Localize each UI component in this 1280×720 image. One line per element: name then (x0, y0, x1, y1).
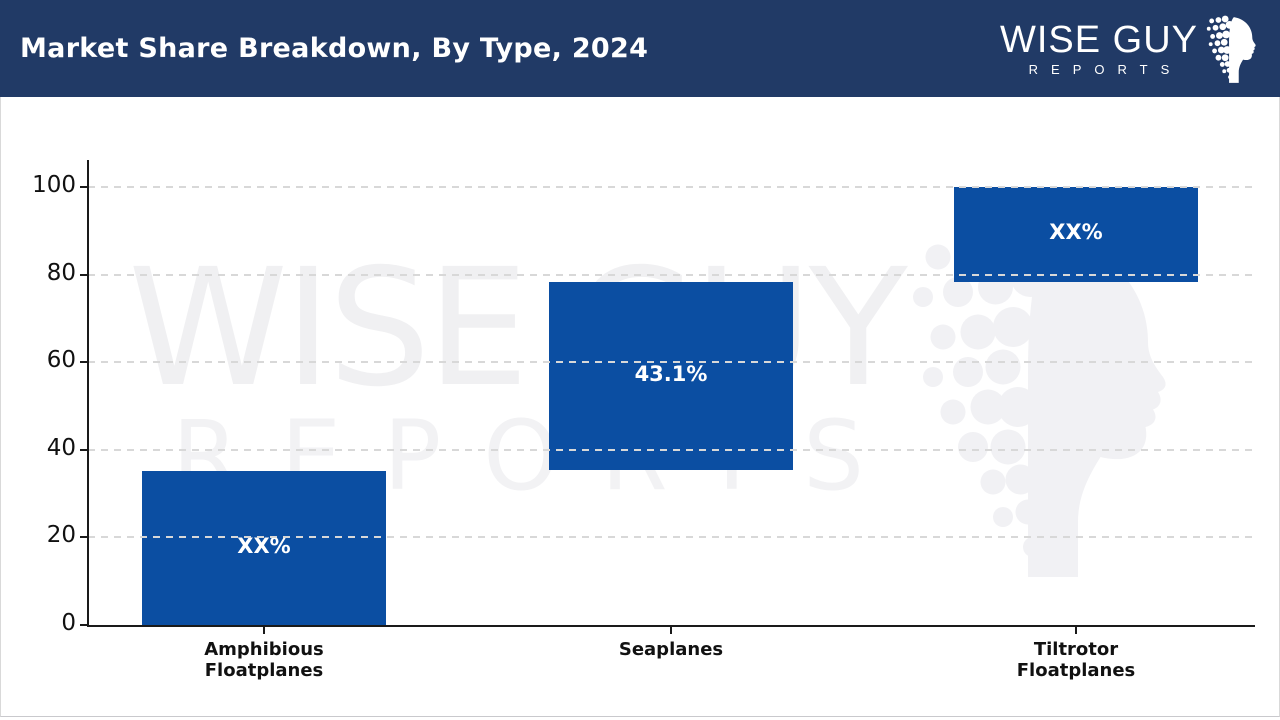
x-tick-mark (1075, 627, 1077, 634)
y-tick-label: 0 (61, 610, 76, 636)
y-axis-line (87, 160, 89, 627)
logo-text: WISE GUY REPORTS (1000, 21, 1198, 76)
gridline (88, 448, 1255, 451)
y-tick-label: 20 (46, 522, 76, 549)
y-tick-mark (80, 273, 87, 276)
y-tick-mark (80, 536, 87, 539)
y-tick-mark (80, 448, 87, 451)
gridline (88, 361, 1255, 364)
x-category-label: Tiltrotor Floatplanes (1016, 639, 1136, 682)
y-tick-mark (80, 624, 87, 626)
y-tick-label: 80 (46, 259, 76, 286)
y-tick-label: 40 (46, 434, 76, 461)
x-category-label: Seaplanes (618, 639, 724, 660)
logo-name: WISE GUY (999, 19, 1198, 61)
gridline (88, 273, 1255, 276)
y-tick-label: 60 (46, 347, 76, 374)
x-tick-mark (670, 627, 672, 634)
gridline (88, 186, 1255, 188)
gridline (88, 536, 1255, 539)
bar-value-label: 43.1% (634, 361, 708, 386)
bar: 43.1% (549, 281, 793, 471)
logo-subtitle: REPORTS (1028, 62, 1183, 77)
wiseguy-logo: WISE GUY REPORTS (1000, 10, 1260, 88)
header-bar: Market Share Breakdown, By Type, 2024 WI… (0, 0, 1280, 97)
y-tick-mark (80, 361, 87, 364)
bar: XX% (954, 187, 1198, 282)
x-tick-mark (263, 627, 265, 634)
y-tick-label: 100 (32, 172, 76, 198)
y-tick-mark (80, 186, 87, 188)
logo-head-icon (1202, 10, 1260, 88)
bar: XX% (142, 470, 386, 625)
chart-title: Market Share Breakdown, By Type, 2024 (20, 33, 649, 64)
x-axis-line (87, 625, 1255, 627)
x-category-label: Amphibious Floatplanes (204, 639, 324, 682)
bar-value-label: XX% (1049, 220, 1103, 245)
